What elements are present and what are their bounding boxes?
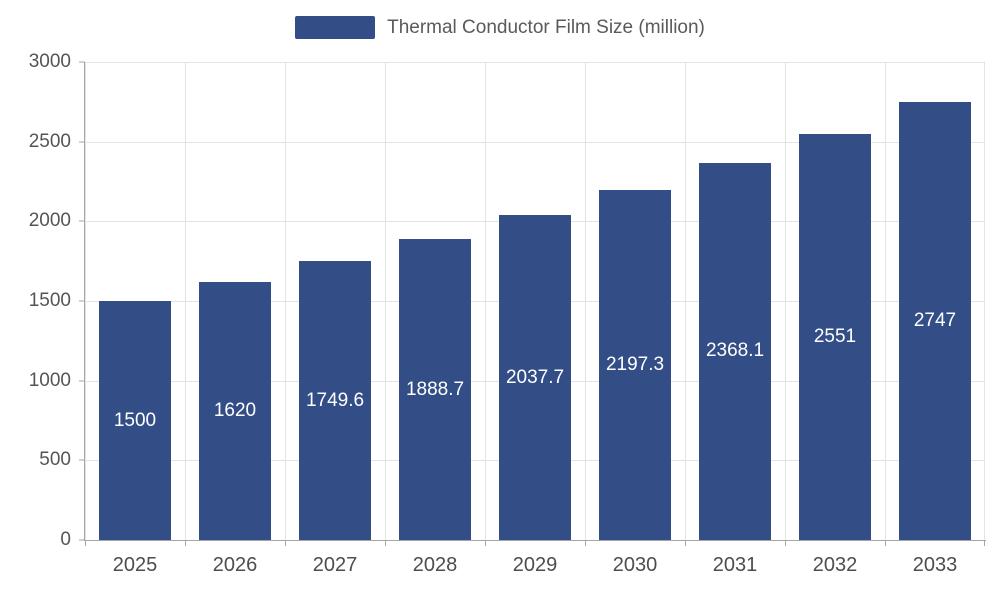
x-axis-tick-label: 2026 — [212, 554, 258, 576]
bar[interactable]: 2747 — [899, 102, 971, 540]
y-axis-tick-label: 2000 — [28, 210, 71, 232]
bar-value-label: 1620 — [213, 399, 257, 421]
bar-value-label: 2197.3 — [605, 353, 665, 375]
x-gridline — [785, 62, 786, 540]
bar[interactable]: 2037.7 — [499, 215, 571, 540]
x-axis-tick-label: 2029 — [512, 554, 558, 576]
legend-label: Thermal Conductor Film Size (million) — [387, 17, 705, 38]
bar[interactable]: 2551 — [799, 133, 871, 540]
x-axis-tick-mark — [984, 540, 985, 546]
x-axis-tick-mark — [85, 540, 86, 546]
bar[interactable]: 1749.6 — [299, 261, 371, 540]
legend-item[interactable]: Thermal Conductor Film Size (million) — [0, 16, 1000, 39]
bar[interactable]: 1620 — [199, 281, 271, 540]
y-axis-tick-mark — [79, 61, 85, 63]
bar-value-label: 1888.7 — [405, 378, 465, 400]
bar-value-label: 2368.1 — [705, 340, 765, 362]
y-axis-tick-mark — [79, 220, 85, 222]
bar-value-label: 1749.6 — [305, 389, 365, 411]
x-gridline — [885, 62, 886, 540]
y-axis-tick-mark — [79, 539, 85, 541]
x-axis-tick-mark — [685, 540, 686, 546]
bar[interactable]: 1500 — [99, 301, 171, 540]
y-gridline — [85, 141, 985, 143]
x-axis-tick-mark — [385, 540, 386, 546]
legend-swatch — [295, 16, 376, 39]
y-gridline — [85, 62, 985, 63]
x-axis-tick-label: 2032 — [812, 554, 858, 576]
x-axis-tick-label: 2028 — [412, 554, 458, 576]
x-gridline — [984, 62, 985, 540]
x-gridline — [685, 62, 686, 540]
bar-value-label: 2037.7 — [505, 366, 565, 388]
x-axis-tick-mark — [285, 540, 286, 546]
x-axis-tick-label: 2027 — [312, 554, 358, 576]
x-axis-tick-label: 2033 — [912, 554, 958, 576]
y-axis-tick-label: 3000 — [28, 51, 71, 72]
x-gridline — [385, 62, 386, 540]
y-axis-tick-label: 1500 — [28, 290, 71, 311]
plot-area: 0 500 1000 1500 2000 2500 3000 1500 2025 1620 2026… — [29, 51, 986, 576]
bar-value-label: 2747 — [913, 310, 957, 332]
x-axis-tick-mark — [585, 540, 586, 546]
x-gridline — [285, 62, 286, 540]
x-gridline — [485, 62, 486, 540]
y-axis-tick-mark — [79, 459, 85, 461]
bar[interactable]: 1888.7 — [399, 239, 471, 540]
x-axis-tick-mark — [885, 540, 886, 546]
y-axis-tick-mark — [79, 380, 85, 382]
x-axis-tick-mark — [185, 540, 186, 546]
x-axis-tick-label: 2030 — [612, 554, 658, 576]
bar-value-label: 2551 — [813, 325, 857, 347]
x-axis-line — [84, 540, 986, 541]
x-axis-tick-mark — [785, 540, 786, 546]
x-gridline — [85, 62, 86, 540]
x-axis-tick-label: 2031 — [712, 554, 758, 576]
y-axis-tick-label: 0 — [60, 529, 71, 550]
y-axis-tick-label: 2500 — [28, 130, 71, 152]
y-axis-tick-label: 500 — [39, 449, 71, 471]
y-axis-tick-mark — [79, 141, 85, 143]
bar[interactable]: 2368.1 — [699, 162, 771, 540]
bar-value-label: 1500 — [113, 409, 157, 431]
y-axis-tick-label: 1000 — [28, 369, 71, 391]
x-axis-tick-label: 2025 — [112, 554, 158, 576]
x-axis-tick-mark — [485, 540, 486, 546]
bar[interactable]: 2197.3 — [599, 189, 671, 540]
y-axis-tick-mark — [79, 300, 85, 302]
y-axis-line — [84, 62, 85, 540]
x-gridline — [585, 62, 586, 540]
x-gridline — [185, 62, 186, 540]
